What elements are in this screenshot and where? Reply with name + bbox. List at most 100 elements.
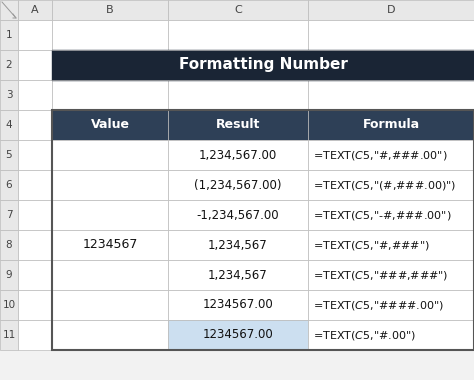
Text: 3: 3 <box>6 90 12 100</box>
Bar <box>52 50 168 80</box>
Text: 1234567.00: 1234567.00 <box>202 299 273 312</box>
Text: 4: 4 <box>6 120 12 130</box>
Text: D: D <box>387 5 395 15</box>
Bar <box>52 200 168 230</box>
Bar <box>308 110 474 140</box>
Bar <box>0 110 18 140</box>
Bar <box>52 230 168 260</box>
Text: 6: 6 <box>6 180 12 190</box>
Bar <box>0 260 18 290</box>
Text: -1,234,567.00: -1,234,567.00 <box>197 209 279 222</box>
Text: (1,234,567.00): (1,234,567.00) <box>194 179 282 192</box>
Text: Formatting Number: Formatting Number <box>179 57 347 73</box>
Bar <box>308 50 474 80</box>
Bar <box>168 290 308 320</box>
Bar <box>18 50 52 80</box>
Bar <box>0 50 18 80</box>
Bar <box>168 260 308 290</box>
Bar <box>52 110 168 140</box>
Bar <box>168 80 308 110</box>
Bar <box>308 320 474 350</box>
Text: 10: 10 <box>2 300 16 310</box>
Text: =TEXT($C$5,"####.00"): =TEXT($C$5,"####.00") <box>313 299 444 312</box>
Bar <box>308 260 474 290</box>
Bar <box>52 320 168 350</box>
Bar <box>168 140 308 170</box>
Bar <box>18 230 52 260</box>
Bar <box>52 140 168 170</box>
Bar <box>0 290 18 320</box>
Bar <box>168 230 308 260</box>
Bar <box>308 80 474 110</box>
Bar <box>168 260 308 290</box>
Text: 9: 9 <box>6 270 12 280</box>
Bar <box>52 110 168 140</box>
Bar <box>18 110 52 140</box>
Bar <box>168 20 308 50</box>
Text: Result: Result <box>216 119 260 131</box>
Bar <box>308 200 474 230</box>
Bar <box>168 110 308 140</box>
Bar <box>18 80 52 110</box>
Bar <box>52 260 168 290</box>
Bar <box>18 0 52 20</box>
Bar <box>52 20 168 50</box>
Bar <box>52 170 168 200</box>
Bar <box>52 80 168 110</box>
Text: 1: 1 <box>6 30 12 40</box>
Bar <box>0 230 18 260</box>
Text: 1,234,567: 1,234,567 <box>208 239 268 252</box>
Bar <box>308 20 474 50</box>
Bar <box>52 290 168 320</box>
Bar <box>168 200 308 230</box>
Text: 2: 2 <box>6 60 12 70</box>
Bar <box>18 170 52 200</box>
Bar <box>0 170 18 200</box>
Bar <box>0 20 18 50</box>
Bar <box>18 20 52 50</box>
Bar <box>308 290 474 320</box>
Bar <box>308 170 474 200</box>
Bar <box>308 230 474 260</box>
Text: 1234567.00: 1234567.00 <box>202 328 273 342</box>
Bar <box>18 290 52 320</box>
Text: =TEXT($C$5,"#,###"): =TEXT($C$5,"#,###") <box>313 239 430 252</box>
Text: =TEXT($C$5,"###,###"): =TEXT($C$5,"###,###") <box>313 269 448 282</box>
Text: =TEXT($C$5,"#.00"): =TEXT($C$5,"#.00") <box>313 328 416 342</box>
Text: Formula: Formula <box>363 119 419 131</box>
Text: =TEXT($C$5,"#,###.00"): =TEXT($C$5,"#,###.00") <box>313 149 447 162</box>
Bar <box>0 0 18 20</box>
Bar <box>168 0 308 20</box>
Bar <box>308 290 474 320</box>
Text: 1234567: 1234567 <box>82 239 137 252</box>
Text: 1,234,567.00: 1,234,567.00 <box>199 149 277 162</box>
Bar <box>52 260 168 290</box>
Bar <box>308 140 474 170</box>
Bar <box>308 230 474 260</box>
Bar <box>52 290 168 320</box>
Text: 1,234,567: 1,234,567 <box>208 269 268 282</box>
Bar <box>0 140 18 170</box>
Bar <box>18 140 52 170</box>
Bar <box>308 140 474 170</box>
Bar <box>308 0 474 20</box>
Bar <box>168 170 308 200</box>
Bar <box>308 320 474 350</box>
Bar <box>52 110 474 350</box>
Bar <box>0 200 18 230</box>
Bar <box>52 50 474 80</box>
Bar <box>168 140 308 170</box>
Bar <box>308 260 474 290</box>
Bar <box>168 320 308 350</box>
Bar <box>0 320 18 350</box>
Text: =TEXT($C$5,"-#,###.00"): =TEXT($C$5,"-#,###.00") <box>313 209 452 222</box>
Text: A: A <box>31 5 39 15</box>
Bar <box>168 110 308 140</box>
Bar <box>52 200 168 230</box>
Bar <box>52 230 168 260</box>
Bar <box>52 320 168 350</box>
Bar <box>308 110 474 140</box>
Bar <box>52 170 168 200</box>
Text: Value: Value <box>91 119 129 131</box>
Bar <box>168 200 308 230</box>
